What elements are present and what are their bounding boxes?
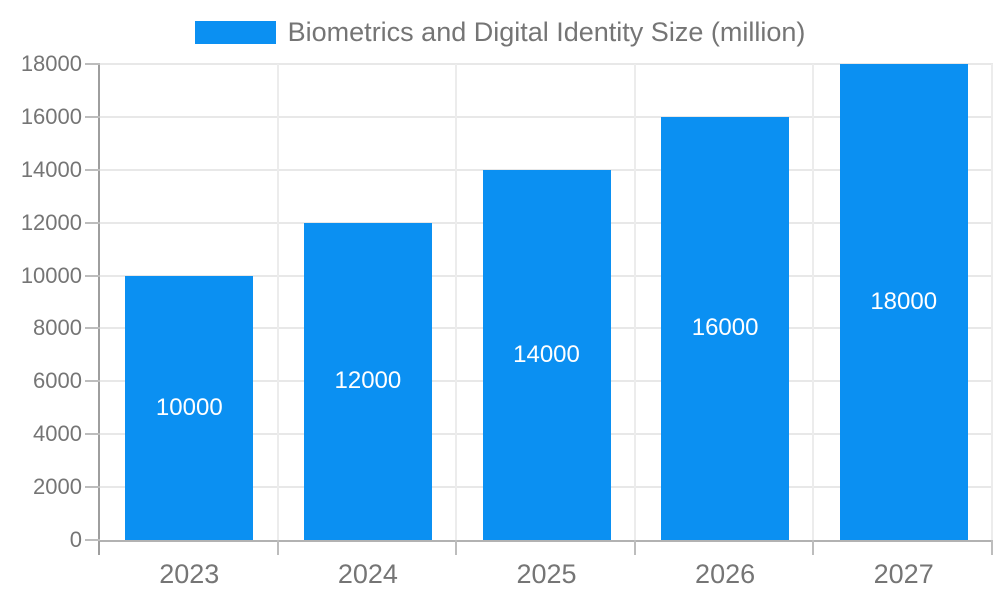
y-axis-tick-label: 10000 xyxy=(20,262,82,288)
x-axis-line xyxy=(100,540,993,542)
y-tick-mark xyxy=(85,433,100,436)
bar-value-label: 12000 xyxy=(334,367,402,395)
chart-legend[interactable]: Biometrics and Digital Identity Size (mi… xyxy=(0,17,1000,48)
y-axis-tick-label: 6000 xyxy=(33,368,82,394)
y-axis-tick-label: 12000 xyxy=(20,209,82,235)
x-axis-category-label: 2023 xyxy=(159,559,220,589)
bar-2027[interactable]: 18000 xyxy=(839,64,968,540)
y-axis-tick-label: 18000 xyxy=(20,51,82,76)
x-axis-category-label: 2027 xyxy=(873,559,934,589)
bar-2026[interactable]: 16000 xyxy=(661,116,790,540)
bar-2024[interactable]: 12000 xyxy=(303,222,432,540)
bar-2023[interactable]: 10000 xyxy=(125,275,254,540)
x-tick-mark xyxy=(277,540,279,555)
legend-label: Biometrics and Digital Identity Size (mi… xyxy=(287,17,806,47)
y-axis-tick-label: 16000 xyxy=(20,103,82,129)
x-boundary-gridline xyxy=(812,64,814,540)
y-axis-line xyxy=(98,64,100,555)
y-tick-mark xyxy=(85,327,100,330)
bar-value-label: 10000 xyxy=(155,393,223,421)
y-gridline xyxy=(100,168,993,171)
x-tick-mark xyxy=(634,540,636,555)
y-tick-mark xyxy=(85,168,100,171)
x-axis-category-label: 2024 xyxy=(337,559,398,589)
y-tick-mark xyxy=(85,274,100,277)
y-axis-tick-label: 14000 xyxy=(20,156,82,182)
x-boundary-gridline xyxy=(277,64,279,540)
x-boundary-gridline xyxy=(634,64,636,540)
plot-area: 0 2000 4000 6000 8000 10000 12000 14000 16000 180… xyxy=(21,51,993,589)
x-axis-category-label: 2026 xyxy=(695,559,756,589)
y-tick-mark xyxy=(85,539,100,541)
y-axis-tick-label: 2000 xyxy=(33,474,82,500)
x-boundary-gridline xyxy=(455,64,457,540)
y-gridline xyxy=(100,63,993,65)
y-tick-mark xyxy=(85,115,100,118)
bar-value-label: 14000 xyxy=(513,340,580,368)
x-tick-mark xyxy=(455,540,457,555)
y-tick-mark xyxy=(85,486,100,489)
legend-swatch xyxy=(194,21,276,44)
y-tick-mark xyxy=(85,380,100,383)
y-tick-mark xyxy=(85,63,100,65)
y-tick-mark xyxy=(85,221,100,224)
y-axis-tick-label: 4000 xyxy=(33,421,82,447)
bar-value-label: 16000 xyxy=(691,314,759,342)
y-axis-tick-label: 0 xyxy=(69,527,82,552)
x-tick-mark xyxy=(812,540,814,555)
bar-value-label: 18000 xyxy=(870,288,938,315)
y-axis-tick-label: 8000 xyxy=(33,315,82,341)
y-gridline xyxy=(100,115,993,118)
x-tick-mark xyxy=(991,540,993,555)
bar-2025[interactable]: 14000 xyxy=(482,169,611,540)
x-axis-category-label: 2025 xyxy=(516,559,577,589)
x-boundary-gridline xyxy=(991,64,993,540)
